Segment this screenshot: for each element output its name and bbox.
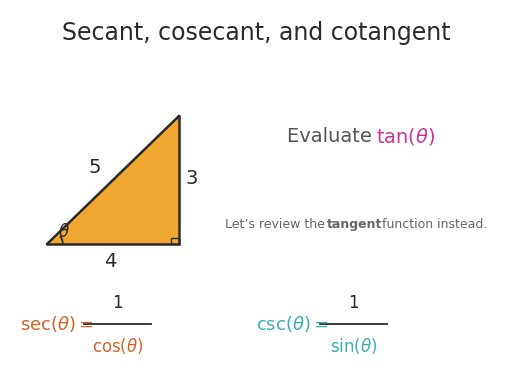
Text: $1$: $1$ [348, 295, 359, 312]
Text: $\mathrm{sin}(\theta)$: $\mathrm{sin}(\theta)$ [330, 336, 377, 356]
Text: $\mathrm{tan}(\theta)$: $\mathrm{tan}(\theta)$ [376, 126, 436, 147]
Text: $1$: $1$ [112, 295, 123, 312]
Text: $\theta$: $\theta$ [58, 223, 70, 241]
Text: $\mathrm{csc}(\theta)=$: $\mathrm{csc}(\theta)=$ [256, 314, 329, 334]
Text: 4: 4 [104, 252, 116, 271]
Text: $\mathrm{cos}(\theta)$: $\mathrm{cos}(\theta)$ [92, 336, 143, 356]
Text: $\mathrm{sec}(\theta)=$: $\mathrm{sec}(\theta)=$ [20, 314, 95, 334]
Polygon shape [46, 115, 179, 244]
Text: function instead.: function instead. [378, 218, 487, 231]
Text: Secant, cosecant, and cotangent: Secant, cosecant, and cotangent [61, 21, 451, 45]
Text: 3: 3 [186, 169, 198, 188]
Text: Evaluate: Evaluate [287, 127, 378, 146]
Text: tangent: tangent [327, 218, 382, 231]
Text: Let’s review the: Let’s review the [225, 218, 329, 231]
Text: 5: 5 [89, 157, 101, 177]
